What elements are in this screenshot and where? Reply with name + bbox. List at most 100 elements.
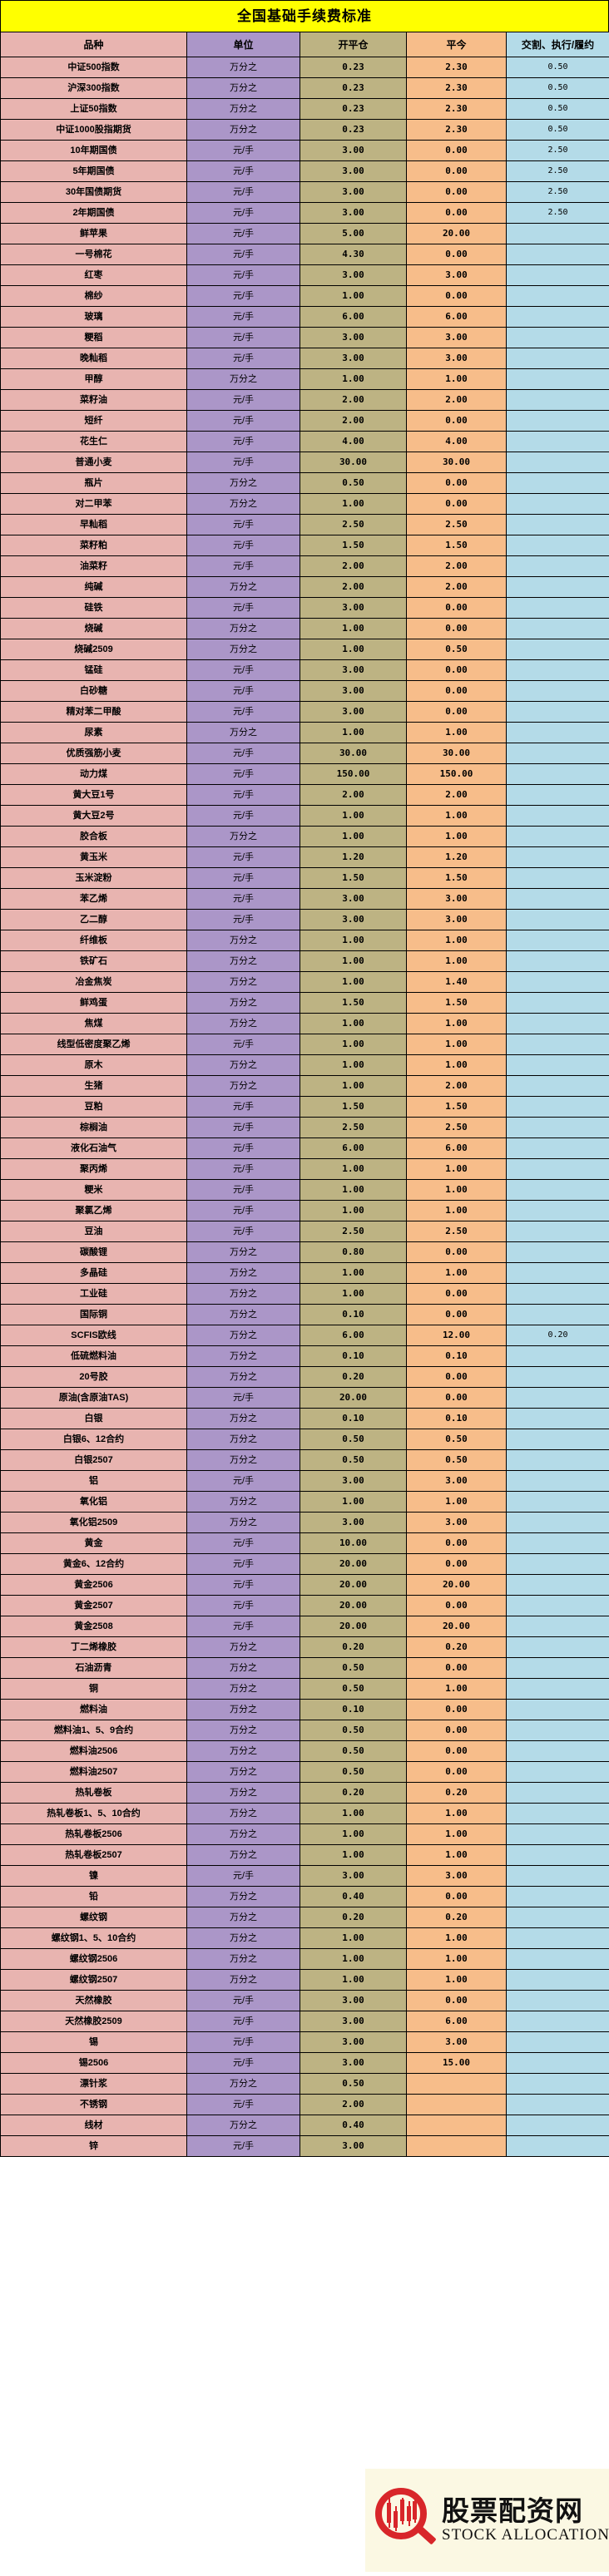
cell-open-close: 0.50	[300, 1720, 407, 1741]
cell-delivery	[506, 514, 609, 535]
cell-variety: 粳稻	[0, 327, 187, 348]
cell-open-close: 1.00	[300, 1948, 407, 1970]
cell-variety: 白砂糖	[0, 680, 187, 702]
cell-close-today: 2.30	[406, 77, 507, 99]
table-row: 焦煤 万分之 1.00 1.00	[0, 1013, 609, 1034]
cell-close-today: 0.00	[406, 1761, 507, 1783]
cell-open-close: 3.00	[300, 160, 407, 182]
table-row: 普通小麦 元/手 30.00 30.00	[0, 452, 609, 473]
cell-open-close: 0.20	[300, 1636, 407, 1658]
cell-close-today: 3.00	[406, 1512, 507, 1533]
cell-unit: 元/手	[186, 1221, 300, 1242]
cell-variety: 生猪	[0, 1075, 187, 1097]
cell-close-today: 3.00	[406, 2031, 507, 2053]
cell-delivery	[506, 1636, 609, 1658]
cell-close-today	[406, 2094, 507, 2115]
cell-open-close: 0.50	[300, 1678, 407, 1700]
table-row: 黄玉米 元/手 1.20 1.20	[0, 846, 609, 868]
cell-close-today: 1.00	[406, 368, 507, 390]
cell-unit: 元/手	[186, 597, 300, 619]
cell-variety: 聚氯乙烯	[0, 1200, 187, 1221]
table-row: 燃料油2507 万分之 0.50 0.00	[0, 1761, 609, 1783]
cell-delivery	[506, 2135, 609, 2157]
cell-unit: 万分之	[186, 119, 300, 141]
table-row: 线材 万分之 0.40	[0, 2115, 609, 2136]
cell-delivery	[506, 1034, 609, 1055]
cell-delivery	[506, 1782, 609, 1804]
cell-unit: 万分之	[186, 1678, 300, 1700]
cell-variety: 镍	[0, 1865, 187, 1887]
table-row: 中证500指数 万分之 0.23 2.30 0.50	[0, 57, 609, 78]
cell-close-today: 3.00	[406, 264, 507, 286]
cell-delivery	[506, 1595, 609, 1616]
fee-table: 品种 单位 开平仓 平今 交割、执行/履约 中证500指数 万分之 0.23 2.30…	[0, 32, 609, 2157]
cell-open-close: 1.00	[300, 805, 407, 827]
cell-delivery	[506, 597, 609, 619]
cell-variety: 黄金2506	[0, 1574, 187, 1596]
cell-close-today: 1.00	[406, 1927, 507, 1949]
table-row: 粳稻 元/手 3.00 3.00	[0, 327, 609, 348]
cell-unit: 元/手	[186, 909, 300, 930]
cell-close-today: 0.00	[406, 1283, 507, 1305]
cell-variety: 白银6、12合约	[0, 1429, 187, 1450]
cell-close-today: 1.00	[406, 1034, 507, 1055]
cell-delivery	[506, 1366, 609, 1388]
cell-delivery	[506, 1387, 609, 1409]
cell-open-close: 0.10	[300, 1304, 407, 1325]
cell-close-today	[406, 2115, 507, 2136]
table-row: 晚籼稻 元/手 3.00 3.00	[0, 348, 609, 369]
table-row: 碳酸锂 万分之 0.80 0.00	[0, 1241, 609, 1263]
cell-delivery	[506, 1221, 609, 1242]
cell-unit: 元/手	[186, 2135, 300, 2157]
cell-open-close: 3.00	[300, 202, 407, 224]
table-row: 中证1000股指期货 万分之 0.23 2.30 0.50	[0, 119, 609, 141]
cell-open-close: 30.00	[300, 743, 407, 764]
cell-delivery	[506, 784, 609, 806]
cell-close-today: 2.00	[406, 784, 507, 806]
cell-unit: 万分之	[186, 1886, 300, 1907]
cell-open-close: 0.23	[300, 77, 407, 99]
cell-delivery	[506, 1158, 609, 1180]
cell-open-close: 0.80	[300, 1241, 407, 1263]
table-row: 生猪 万分之 1.00 2.00	[0, 1075, 609, 1097]
cell-variety: 玉米淀粉	[0, 867, 187, 889]
cell-open-close: 1.00	[300, 826, 407, 847]
cell-open-close: 1.50	[300, 992, 407, 1014]
table-row: 豆油 元/手 2.50 2.50	[0, 1221, 609, 1242]
table-row: 菜籽粕 元/手 1.50 1.50	[0, 535, 609, 556]
cell-delivery	[506, 1823, 609, 1845]
cell-open-close: 20.00	[300, 1387, 407, 1409]
cell-delivery	[506, 1907, 609, 1928]
cell-close-today: 2.30	[406, 98, 507, 120]
cell-variety: 5年期国债	[0, 160, 187, 182]
cell-delivery	[506, 1927, 609, 1949]
table-row: 氧化铝 万分之 1.00 1.00	[0, 1491, 609, 1513]
cell-variety: 菜籽粕	[0, 535, 187, 556]
cell-variety: SCFIS欧线	[0, 1325, 187, 1346]
cell-delivery	[506, 306, 609, 328]
cell-close-today: 0.00	[406, 1553, 507, 1575]
cell-unit: 万分之	[186, 98, 300, 120]
cell-open-close: 3.00	[300, 2011, 407, 2032]
cell-variety: 天然橡胶	[0, 1990, 187, 2011]
header-row: 品种 单位 开平仓 平今 交割、执行/履约	[0, 32, 609, 57]
cell-delivery	[506, 1948, 609, 1970]
cell-close-today: 1.50	[406, 867, 507, 889]
cell-variety: 精对苯二甲酸	[0, 701, 187, 723]
cell-unit: 万分之	[186, 1491, 300, 1513]
table-row: 铁矿石 万分之 1.00 1.00	[0, 950, 609, 972]
cell-delivery	[506, 264, 609, 286]
cell-open-close: 1.00	[300, 1034, 407, 1055]
table-row: 菜籽油 元/手 2.00 2.00	[0, 389, 609, 411]
table-row: 工业硅 万分之 1.00 0.00	[0, 1283, 609, 1305]
cell-open-close: 0.10	[300, 1408, 407, 1429]
cell-delivery	[506, 2094, 609, 2115]
cell-variety: 螺纹钢2506	[0, 1948, 187, 1970]
table-row: 上证50指数 万分之 0.23 2.30 0.50	[0, 98, 609, 120]
table-row: 原油(含原油TAS) 元/手 20.00 0.00	[0, 1387, 609, 1409]
table-row: 早籼稻 元/手 2.50 2.50	[0, 514, 609, 535]
cell-delivery	[506, 2031, 609, 2053]
cell-close-today: 1.50	[406, 535, 507, 556]
cell-close-today: 1.00	[406, 826, 507, 847]
table-row: 黄大豆1号 元/手 2.00 2.00	[0, 784, 609, 806]
